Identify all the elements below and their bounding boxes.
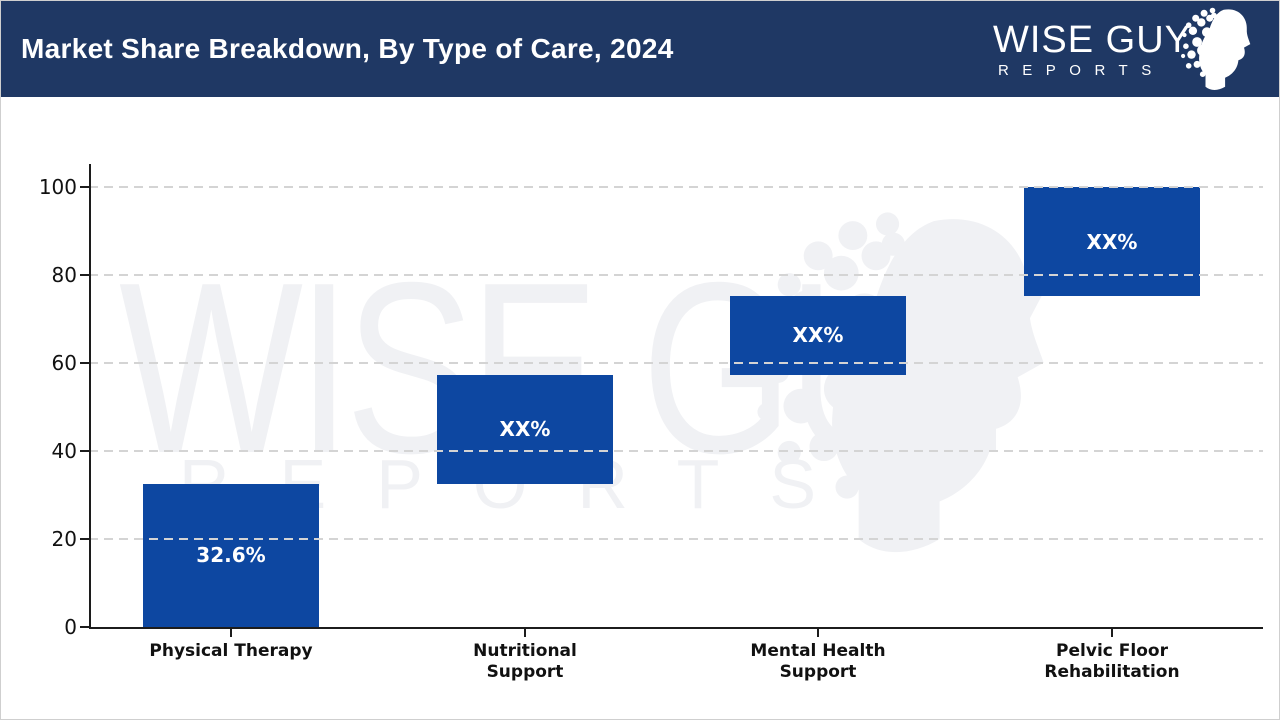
y-axis-tick-0 (80, 626, 89, 628)
logo-wordmark: WISE GUY (992, 18, 1191, 61)
y-tick-label-20: 20 (51, 527, 77, 551)
header-bar: Market Share Breakdown, By Type of Care,… (1, 1, 1279, 97)
bar-value-label: XX% (1086, 229, 1138, 254)
bar-physical-therapy: 32.6% (143, 483, 319, 627)
watermark-face-icon (743, 209, 1061, 557)
y-axis-line (89, 164, 91, 629)
y-axis-tick-20 (80, 538, 89, 540)
y-tick-label-40: 40 (51, 439, 77, 463)
logo-text: WISE GUY REPORTS (993, 21, 1191, 78)
gridline-100 (89, 186, 1263, 188)
y-axis-tick-40 (80, 450, 89, 452)
x-tick-label-2: Mental Health Support (750, 641, 886, 682)
x-axis-line (89, 627, 1263, 629)
gridline-20 (89, 538, 1263, 540)
bar-pelvic-floor-rehabilitation: XX% (1024, 187, 1200, 297)
bar-value-label: XX% (792, 323, 844, 348)
y-tick-label-60: 60 (51, 351, 77, 375)
x-tick-label-0: Physical Therapy (149, 641, 313, 661)
wise-guy-reports-logo: WISE GUY REPORTS (993, 7, 1255, 91)
dotted-face-icon (1177, 7, 1255, 91)
x-tick-label-3: Pelvic Floor Rehabilitation (1044, 641, 1180, 682)
bar-value-label: XX% (499, 417, 551, 442)
y-tick-label-80: 80 (51, 263, 77, 287)
x-tick-label-1: Nutritional Support (473, 641, 577, 682)
bar-value-label: 32.6% (196, 543, 266, 568)
y-axis-tick-100 (80, 186, 89, 188)
y-axis-tick-60 (80, 362, 89, 364)
x-axis-tick-3 (1111, 629, 1113, 637)
page-title: Market Share Breakdown, By Type of Care,… (21, 33, 674, 64)
y-tick-label-0: 0 (64, 615, 77, 639)
x-axis-tick-0 (230, 629, 232, 637)
gridline-60 (89, 362, 1263, 364)
x-axis-tick-1 (524, 629, 526, 637)
x-axis-tick-2 (817, 629, 819, 637)
gridline-80 (89, 274, 1263, 276)
bar-nutritional-support: XX% (437, 374, 613, 484)
chart-canvas: WISE GUY REPORTS 0 20 40 60 80 100 32.6% Physic… (1, 97, 1279, 719)
gridline-40 (89, 450, 1263, 452)
y-axis-tick-80 (80, 274, 89, 276)
y-tick-label-100: 100 (38, 175, 77, 199)
logo-subtitle: REPORTS (997, 61, 1165, 79)
